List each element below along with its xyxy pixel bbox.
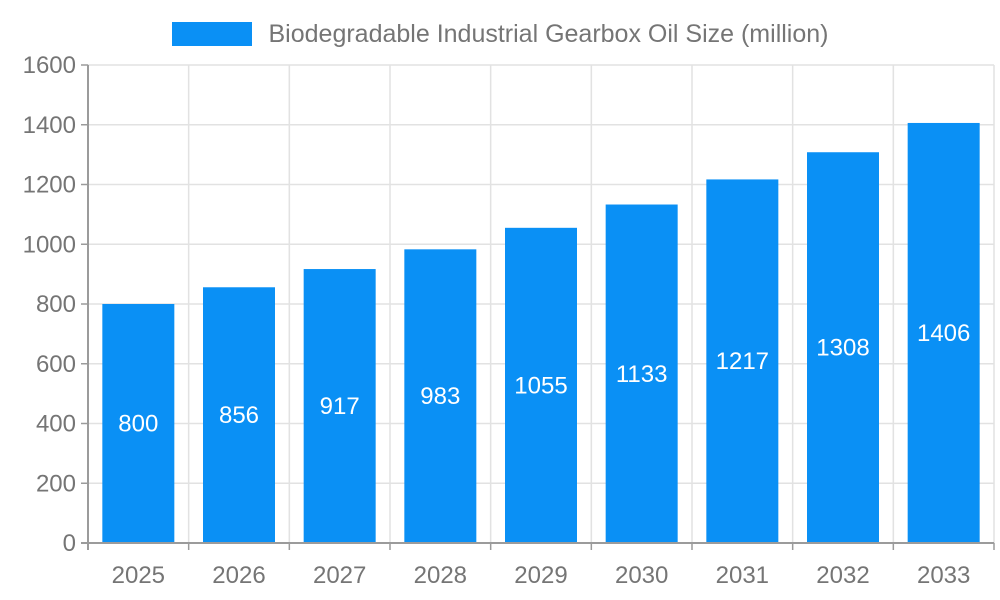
legend-label: Biodegradable Industrial Gearbox Oil Siz… xyxy=(268,19,829,48)
x-tick-label: 2031 xyxy=(716,562,769,589)
bar[interactable] xyxy=(605,204,678,544)
bar[interactable] xyxy=(404,249,477,544)
bar-value-label: 1055 xyxy=(514,372,567,399)
bar-value-label: 856 xyxy=(219,402,259,429)
y-tick-label: 800 xyxy=(36,291,76,318)
bar-value-label: 800 xyxy=(118,411,158,438)
bar[interactable] xyxy=(706,179,779,543)
bar-value-label: 917 xyxy=(320,393,360,420)
bar-value-label: 983 xyxy=(420,383,460,410)
y-tick-label: 600 xyxy=(36,351,76,378)
y-tick-label: 1400 xyxy=(23,112,76,139)
bar[interactable] xyxy=(303,269,376,543)
x-tick-label: 2033 xyxy=(917,562,970,589)
x-tick-label: 2026 xyxy=(212,562,265,589)
y-tick-label: 1600 xyxy=(23,52,76,79)
x-tick-label: 2028 xyxy=(414,562,467,589)
y-tick-label: 1200 xyxy=(23,172,76,199)
y-tick-label: 1000 xyxy=(23,231,76,258)
y-tick-label: 400 xyxy=(36,411,76,438)
y-tick-label: 0 xyxy=(63,530,76,557)
legend-swatch[interactable] xyxy=(171,22,252,46)
bar-value-label: 1217 xyxy=(716,348,769,375)
bar[interactable] xyxy=(505,227,577,543)
bar[interactable] xyxy=(807,152,879,544)
x-tick-label: 2025 xyxy=(112,562,165,589)
bar-value-label: 1406 xyxy=(917,320,970,347)
x-tick-label: 2027 xyxy=(313,562,366,589)
x-tick-label: 2032 xyxy=(816,562,869,589)
chart-legend[interactable]: Biodegradable Industrial Gearbox Oil Siz… xyxy=(0,10,1000,58)
y-tick-label: 200 xyxy=(36,470,76,497)
bar-value-label: 1133 xyxy=(616,361,668,388)
x-tick-label: 2030 xyxy=(615,562,668,589)
bar[interactable] xyxy=(203,287,275,543)
bar-value-label: 1308 xyxy=(816,335,869,362)
bar[interactable] xyxy=(102,304,175,543)
x-tick-label: 2029 xyxy=(514,562,567,589)
bar[interactable] xyxy=(907,122,980,544)
